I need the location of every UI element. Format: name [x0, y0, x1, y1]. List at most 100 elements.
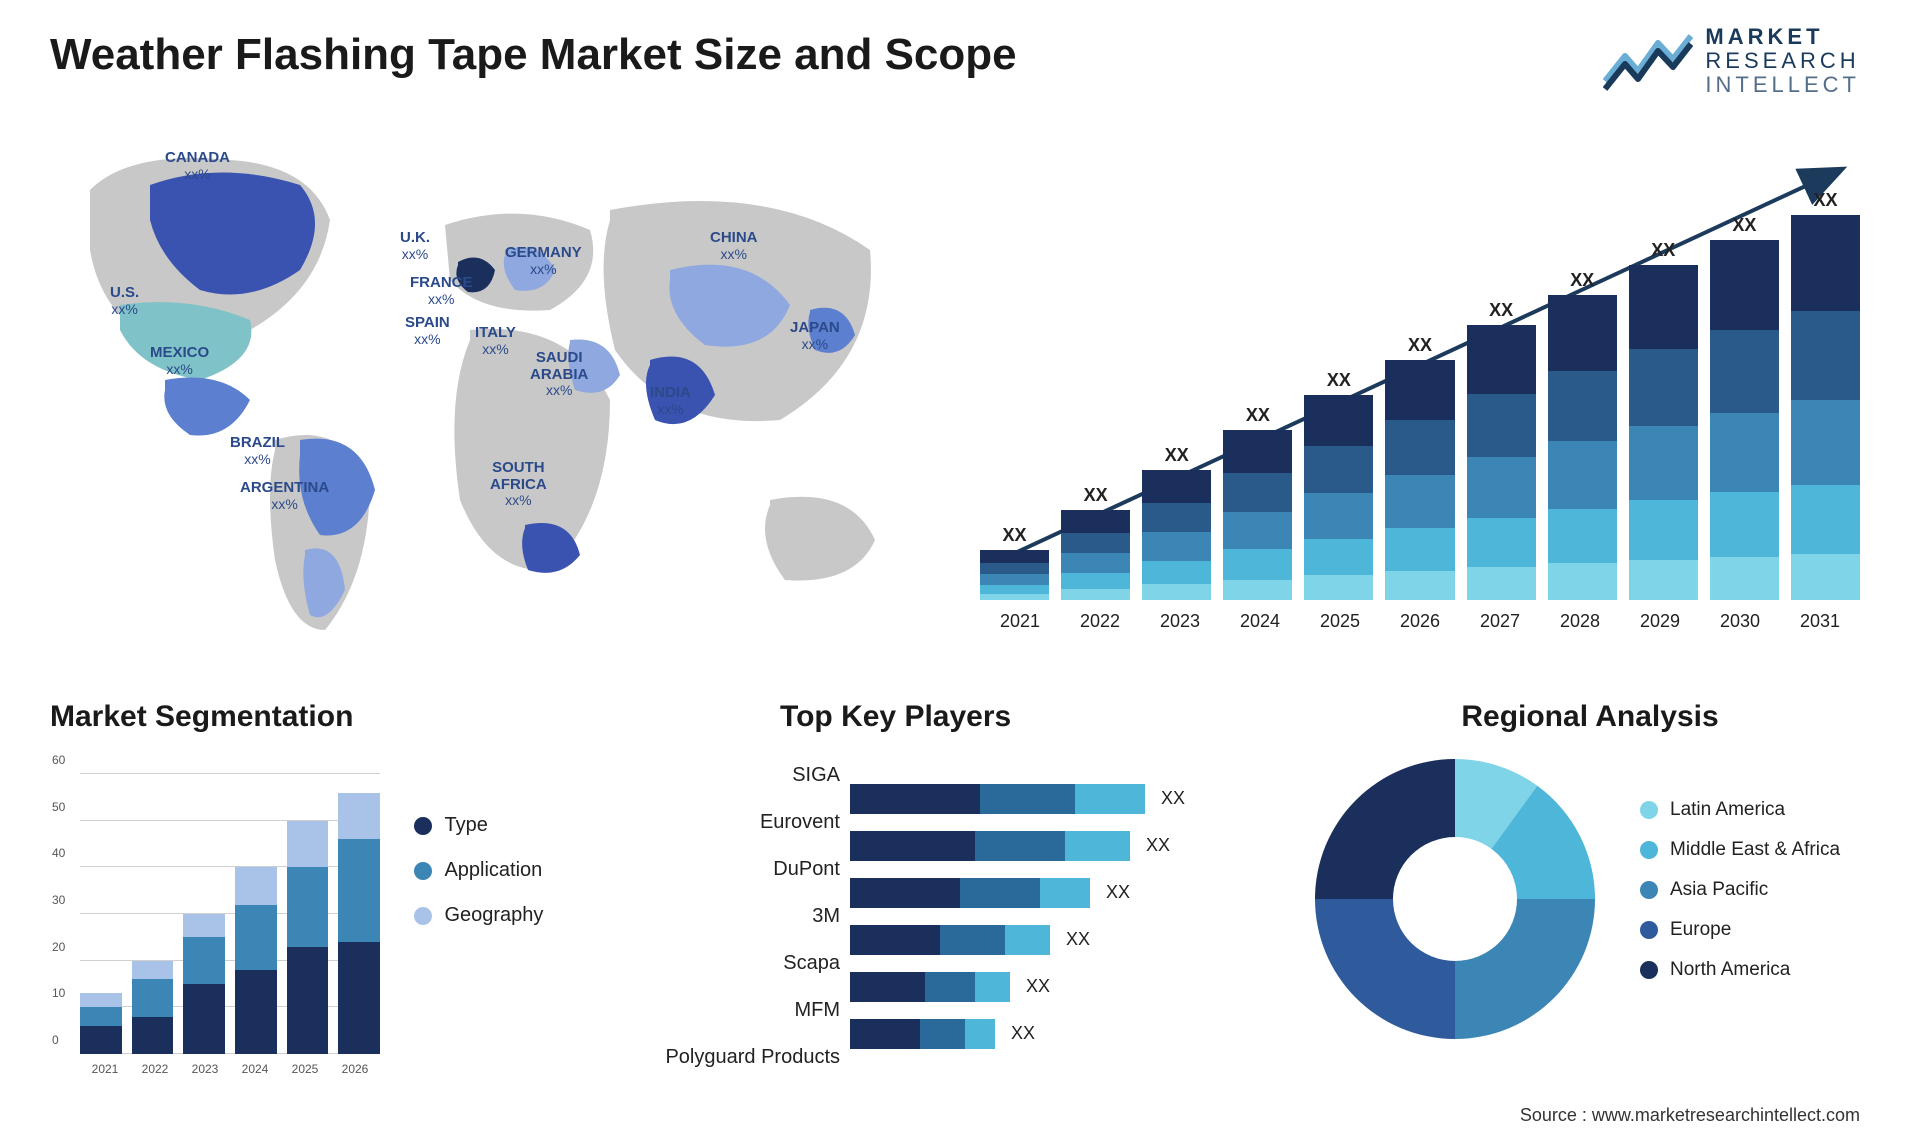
player-name: Scapa	[620, 940, 840, 987]
seg-xlabel: 2025	[280, 1062, 330, 1076]
map-label: FRANCExx%	[410, 275, 473, 308]
growth-bar: XX	[1061, 485, 1130, 600]
player-bar-row: XX	[850, 822, 1270, 869]
map-label: INDIAxx%	[650, 385, 691, 418]
legend-item: Europe	[1640, 919, 1840, 941]
seg-bar	[183, 914, 225, 1054]
legend-item: North America	[1640, 959, 1840, 981]
growth-xlabel: 2028	[1540, 611, 1620, 632]
map-label: U.S.xx%	[110, 285, 139, 318]
player-bar-row: XX	[850, 775, 1270, 822]
growth-xlabel: 2027	[1460, 611, 1540, 632]
seg-ylabel: 60	[52, 753, 65, 767]
players-title: Top Key Players	[780, 700, 1260, 734]
map-label: ITALYxx%	[475, 325, 516, 358]
growth-bar-label: XX	[1408, 335, 1432, 356]
growth-bar: XX	[1791, 190, 1860, 600]
player-value: XX	[1106, 882, 1130, 903]
player-name: 3M	[620, 893, 840, 940]
growth-xlabel: 2021	[980, 611, 1060, 632]
growth-chart: XXXXXXXXXXXXXXXXXXXXXX 20212022202320242…	[980, 160, 1860, 640]
map-label: SOUTHAFRICAxx%	[490, 460, 547, 510]
seg-ylabel: 20	[52, 940, 65, 954]
seg-bar	[287, 821, 329, 1054]
growth-bar: XX	[1548, 270, 1617, 600]
segmentation-chart: 0102030405060 202120222023202420252026	[50, 754, 390, 1084]
growth-bar: XX	[1223, 405, 1292, 600]
player-name: DuPont	[620, 846, 840, 893]
map-label: U.K.xx%	[400, 230, 430, 263]
map-label: GERMANYxx%	[505, 245, 582, 278]
seg-ylabel: 40	[52, 846, 65, 860]
growth-bar-label: XX	[1489, 300, 1513, 321]
growth-xlabel: 2030	[1700, 611, 1780, 632]
seg-ylabel: 50	[52, 800, 65, 814]
regional-section: Regional Analysis Latin AmericaMiddle Ea…	[1310, 700, 1870, 1044]
seg-xlabel: 2022	[130, 1062, 180, 1076]
map-label: MEXICOxx%	[150, 345, 209, 378]
growth-bar-label: XX	[1165, 445, 1189, 466]
player-bar-row: XX	[850, 916, 1270, 963]
player-value: XX	[1026, 976, 1050, 997]
logo-text-3: INTELLECT	[1705, 73, 1860, 97]
growth-xlabel: 2026	[1380, 611, 1460, 632]
segmentation-section: Market Segmentation 0102030405060 202120…	[50, 700, 670, 1084]
growth-bar: XX	[980, 525, 1049, 600]
growth-bar: XX	[1142, 445, 1211, 600]
player-name: MFM	[620, 987, 840, 1034]
map-label: ARGENTINAxx%	[240, 480, 329, 513]
page-title: Weather Flashing Tape Market Size and Sc…	[50, 30, 1017, 80]
legend-item: Application	[414, 859, 543, 882]
player-name: Eurovent	[620, 799, 840, 846]
brand-logo: MARKET RESEARCH INTELLECT	[1603, 25, 1860, 98]
segmentation-title: Market Segmentation	[50, 700, 670, 734]
player-value: XX	[1066, 929, 1090, 950]
growth-bar: XX	[1385, 335, 1454, 600]
seg-bar	[338, 793, 380, 1054]
growth-bar-label: XX	[1651, 240, 1675, 261]
growth-bar-label: XX	[1084, 485, 1108, 506]
regional-legend: Latin America Middle East & Africa Asia Pa…	[1640, 799, 1840, 999]
map-label: CHINAxx%	[710, 230, 758, 263]
growth-xlabel: 2025	[1300, 611, 1380, 632]
world-map-svg	[50, 130, 900, 680]
growth-xlabel: 2022	[1060, 611, 1140, 632]
player-value: XX	[1146, 835, 1170, 856]
map-label: SPAINxx%	[405, 315, 450, 348]
seg-ylabel: 30	[52, 893, 65, 907]
growth-bar: XX	[1304, 370, 1373, 600]
logo-text-1: MARKET	[1705, 25, 1860, 49]
seg-xlabel: 2021	[80, 1062, 130, 1076]
player-bar-row: XX	[850, 869, 1270, 916]
player-name: Polyguard Products	[620, 1034, 840, 1081]
seg-bar	[80, 993, 122, 1054]
seg-bar	[132, 961, 174, 1054]
growth-xlabel: 2029	[1620, 611, 1700, 632]
map-label: BRAZILxx%	[230, 435, 285, 468]
seg-ylabel: 0	[52, 1033, 59, 1047]
seg-xlabel: 2023	[180, 1062, 230, 1076]
player-value: XX	[1161, 788, 1185, 809]
legend-item: Latin America	[1640, 799, 1840, 821]
logo-icon	[1603, 31, 1693, 91]
seg-ylabel: 10	[52, 986, 65, 1000]
growth-bar: XX	[1467, 300, 1536, 600]
legend-item: Type	[414, 814, 543, 837]
growth-xlabel: 2023	[1140, 611, 1220, 632]
legend-item: Asia Pacific	[1640, 879, 1840, 901]
growth-xlabel: 2024	[1220, 611, 1300, 632]
seg-xlabel: 2024	[230, 1062, 280, 1076]
regional-donut	[1310, 754, 1600, 1044]
player-value: XX	[1011, 1023, 1035, 1044]
seg-bar	[235, 867, 277, 1054]
map-label: CANADAxx%	[165, 150, 230, 183]
growth-bar: XX	[1710, 215, 1779, 600]
player-bar-row: XX	[850, 1010, 1270, 1057]
world-map: CANADAxx% U.S.xx% MEXICOxx% BRAZILxx% ARGENT…	[50, 130, 900, 680]
player-name: SIGA	[620, 752, 840, 799]
growth-bar-label: XX	[1732, 215, 1756, 236]
logo-text-2: RESEARCH	[1705, 49, 1860, 73]
growth-bar-label: XX	[1003, 525, 1027, 546]
growth-bar-label: XX	[1246, 405, 1270, 426]
legend-item: Middle East & Africa	[1640, 839, 1840, 861]
